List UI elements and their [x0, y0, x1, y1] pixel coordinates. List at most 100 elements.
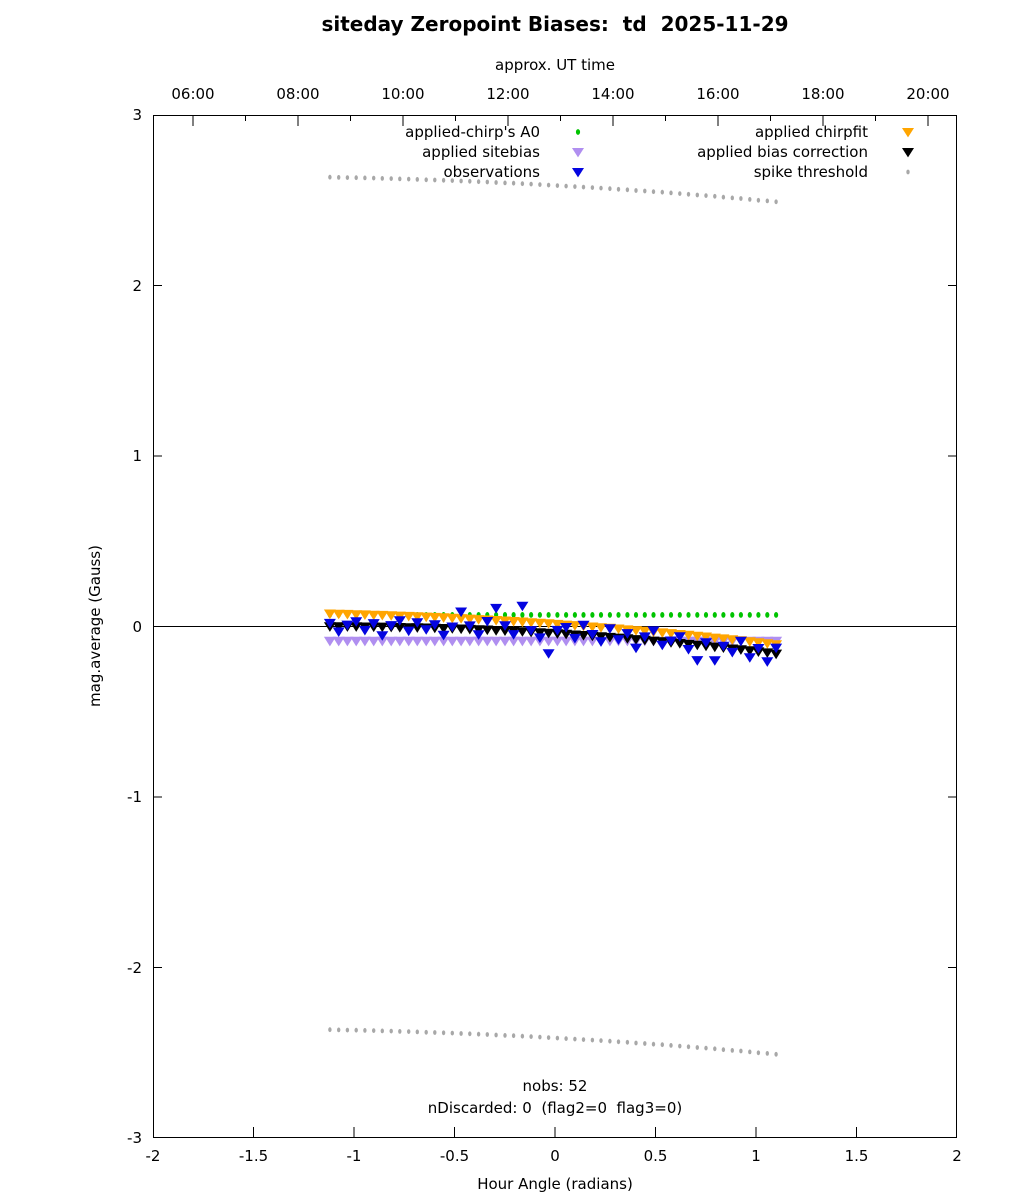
marker-applied-chirps-a0	[502, 612, 508, 618]
marker-spike-threshold-upper	[564, 183, 568, 189]
marker-applied-chirpfit	[752, 638, 765, 648]
marker-observations	[350, 617, 363, 627]
marker-applied-chirpfit	[743, 637, 756, 647]
marker-applied-sitebias	[332, 636, 345, 647]
marker-applied-chirpfit	[490, 616, 503, 626]
bottom-axis-tick-label: 1	[751, 1147, 761, 1165]
marker-applied-chirps-a0	[564, 612, 569, 618]
marker-applied-bias-correction	[472, 625, 485, 635]
marker-applied-sitebias	[385, 636, 398, 647]
marker-observations	[490, 603, 503, 614]
marker-spike-threshold-lower	[389, 1028, 393, 1034]
marker-applied-chirps-a0	[668, 612, 674, 618]
marker-spike-threshold-upper	[643, 188, 647, 194]
marker-spike-threshold-lower	[765, 1051, 769, 1056]
marker-applied-bias-correction	[621, 634, 634, 644]
marker-spike-threshold-upper	[590, 185, 595, 190]
marker-applied-chirpfit	[411, 612, 424, 622]
bottom-axis-tick-label: 2	[952, 1147, 962, 1165]
marker-spike-threshold-upper	[651, 189, 656, 195]
marker-applied-chirps-a0	[677, 612, 682, 618]
marker-spike-threshold-upper	[494, 180, 498, 185]
marker-applied-chirpfit	[586, 622, 599, 633]
marker-spike-threshold-lower	[529, 1034, 533, 1039]
marker-spike-threshold-upper	[433, 177, 437, 183]
marker-spike-threshold-lower	[433, 1030, 437, 1035]
marker-spike-threshold-lower	[686, 1044, 691, 1050]
marker-spike-threshold-upper	[748, 197, 752, 202]
marker-spike-threshold-lower	[756, 1050, 761, 1056]
marker-spike-threshold-lower	[774, 1051, 778, 1057]
marker-spike-threshold-lower	[354, 1027, 358, 1033]
marker-applied-chirps-a0	[756, 612, 761, 618]
marker-spike-threshold-upper	[450, 178, 454, 183]
marker-applied-sitebias	[411, 636, 424, 647]
marker-observations	[533, 633, 546, 643]
bottom-axis-tick-label: -0.5	[439, 1147, 470, 1165]
marker-applied-sitebias	[507, 636, 520, 647]
marker-applied-sitebias	[542, 636, 555, 647]
marker-applied-bias-correction	[350, 622, 363, 632]
marker-applied-bias-correction	[770, 649, 783, 660]
marker-applied-bias-correction	[761, 648, 774, 658]
legend-marker-applied-chirps-a0-icon	[575, 129, 581, 135]
marker-observations	[472, 630, 485, 640]
marker-applied-bias-correction	[437, 624, 450, 634]
marker-spike-threshold-lower	[678, 1043, 682, 1049]
marker-applied-bias-correction	[691, 640, 704, 651]
marker-applied-chirps-a0	[607, 612, 612, 618]
marker-spike-threshold-lower	[476, 1031, 481, 1037]
marker-applied-bias-correction	[577, 631, 590, 641]
marker-spike-threshold-upper	[686, 191, 691, 197]
marker-spike-threshold-lower	[634, 1040, 638, 1046]
marker-spike-threshold-upper	[660, 189, 664, 195]
marker-spike-threshold-upper	[337, 175, 341, 180]
marker-applied-sitebias	[437, 636, 450, 647]
legend-marker-applied-bias-correction-icon	[902, 148, 914, 158]
marker-observations	[761, 657, 774, 667]
marker-applied-chirps-a0	[695, 612, 700, 618]
marker-applied-sitebias	[402, 636, 415, 647]
bottom-axis-tick-label: -2	[145, 1147, 161, 1165]
marker-applied-bias-correction	[516, 627, 529, 637]
marker-spike-threshold-upper	[328, 174, 332, 180]
left-axis-tick-label: 3	[132, 106, 142, 124]
marker-spike-threshold-lower	[625, 1039, 630, 1045]
marker-spike-threshold-upper	[756, 197, 761, 203]
nobs-annotation: nobs: 52	[522, 1077, 588, 1095]
marker-observations	[656, 640, 669, 651]
marker-spike-threshold-lower	[415, 1029, 419, 1035]
legend-label-applied-sitebias: applied sitebias	[422, 143, 540, 161]
marker-observations	[341, 620, 354, 631]
marker-observations	[691, 656, 704, 666]
marker-spike-threshold-lower	[581, 1037, 586, 1042]
marker-applied-sitebias	[428, 636, 441, 647]
top-axis-tick-label: 08:00	[276, 85, 320, 103]
marker-observations	[577, 620, 590, 631]
marker-applied-chirpfit	[437, 613, 450, 623]
marker-spike-threshold-upper	[538, 182, 542, 187]
marker-applied-chirps-a0	[511, 612, 516, 618]
left-axis-tick-label: 2	[132, 276, 142, 295]
marker-spike-threshold-lower	[407, 1029, 411, 1034]
marker-applied-bias-correction	[708, 642, 721, 653]
marker-applied-sitebias	[446, 636, 459, 647]
marker-spike-threshold-upper	[739, 196, 743, 201]
marker-observations	[437, 630, 450, 641]
marker-applied-bias-correction	[673, 639, 686, 649]
marker-spike-threshold-lower	[345, 1027, 350, 1033]
marker-applied-sitebias	[490, 636, 503, 647]
marker-observations	[411, 618, 424, 628]
marker-applied-chirpfit	[472, 615, 485, 625]
marker-observations	[603, 624, 616, 634]
plot-area	[153, 115, 957, 1138]
left-axis-tick-label: -1	[127, 788, 142, 806]
marker-applied-chirpfit	[455, 614, 468, 624]
marker-applied-bias-correction	[647, 636, 660, 647]
marker-spike-threshold-upper	[608, 186, 612, 192]
marker-observations	[665, 636, 677, 647]
marker-observations	[595, 637, 607, 647]
marker-observations	[682, 645, 695, 655]
marker-observations	[446, 622, 459, 633]
